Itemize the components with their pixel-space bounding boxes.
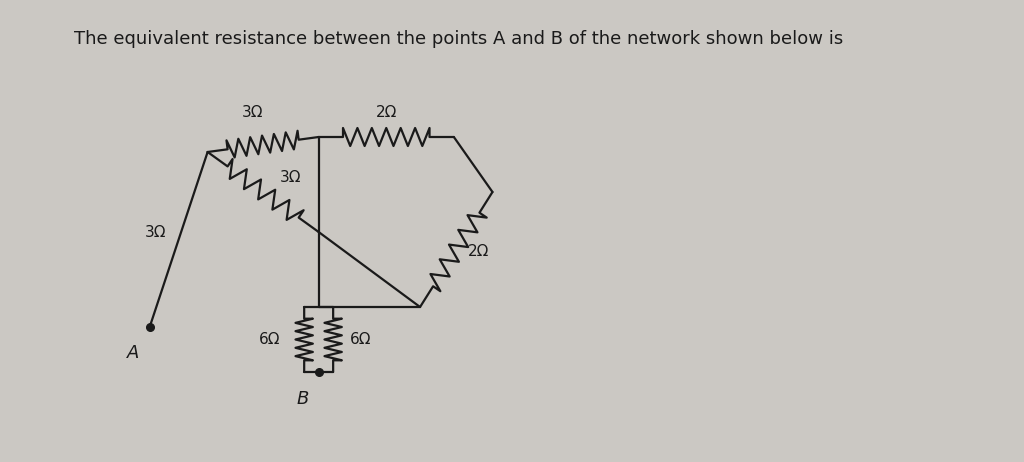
Text: B: B xyxy=(296,390,308,408)
Text: 3Ω: 3Ω xyxy=(144,225,166,239)
Text: 3Ω: 3Ω xyxy=(243,105,264,120)
Text: 6Ω: 6Ω xyxy=(258,333,280,347)
Text: 2Ω: 2Ω xyxy=(468,244,489,260)
Text: The equivalent resistance between the points A and B of the network shown below : The equivalent resistance between the po… xyxy=(74,30,844,48)
Text: A: A xyxy=(127,344,139,362)
Text: 6Ω: 6Ω xyxy=(349,333,371,347)
Text: 2Ω: 2Ω xyxy=(376,105,397,120)
Text: 3Ω: 3Ω xyxy=(280,170,301,184)
